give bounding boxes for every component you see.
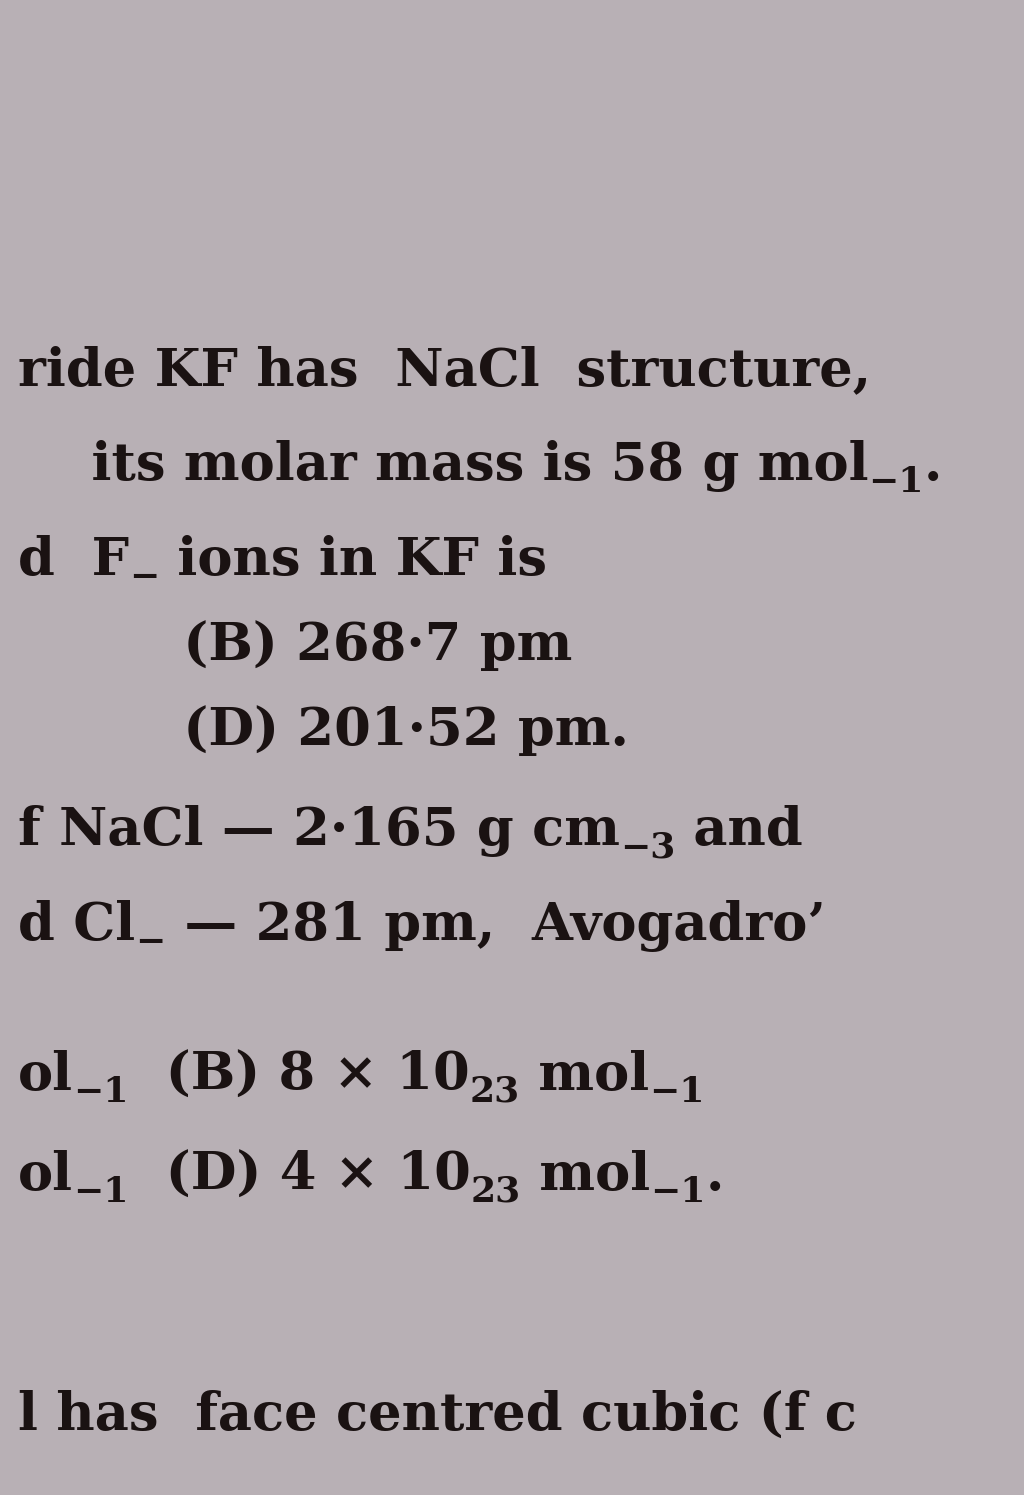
Text: ol: ol: [18, 1049, 73, 1100]
Text: 23: 23: [469, 1075, 519, 1109]
Text: ol: ol: [18, 1150, 73, 1200]
Text: d Cl: d Cl: [18, 900, 135, 951]
Text: mol: mol: [519, 1049, 649, 1100]
Text: .: .: [924, 440, 942, 490]
Text: d  F: d F: [18, 535, 129, 586]
Text: l has  face centred cubic (f c: l has face centred cubic (f c: [18, 1390, 857, 1441]
Text: −1: −1: [649, 1075, 705, 1109]
Text: mol: mol: [521, 1150, 650, 1200]
Text: .: .: [706, 1150, 724, 1200]
Text: ions in KF is: ions in KF is: [160, 535, 548, 586]
Text: −: −: [129, 561, 160, 594]
Text: its molar mass is 58 g mol: its molar mass is 58 g mol: [18, 440, 868, 492]
Text: −1: −1: [73, 1075, 129, 1109]
Text: −3: −3: [620, 830, 676, 864]
Text: f NaCl — 2·165 g cm: f NaCl — 2·165 g cm: [18, 804, 620, 857]
Text: ride KF has  NaCl  structure,: ride KF has NaCl structure,: [18, 345, 871, 396]
Text: −: −: [135, 925, 166, 958]
Text: (B) 268·7 pm: (B) 268·7 pm: [18, 620, 572, 671]
Text: −1: −1: [73, 1175, 129, 1209]
Text: (D) 4 × 10: (D) 4 × 10: [129, 1150, 470, 1200]
Text: −1: −1: [868, 465, 924, 499]
Text: −1: −1: [650, 1175, 706, 1209]
Text: (B) 8 × 10: (B) 8 × 10: [129, 1049, 469, 1100]
Text: — 281 pm,  Avogadro’: — 281 pm, Avogadro’: [166, 900, 825, 952]
Text: (D) 201·52 pm.: (D) 201·52 pm.: [18, 706, 629, 756]
Text: 23: 23: [470, 1175, 521, 1209]
Text: and: and: [676, 804, 803, 857]
